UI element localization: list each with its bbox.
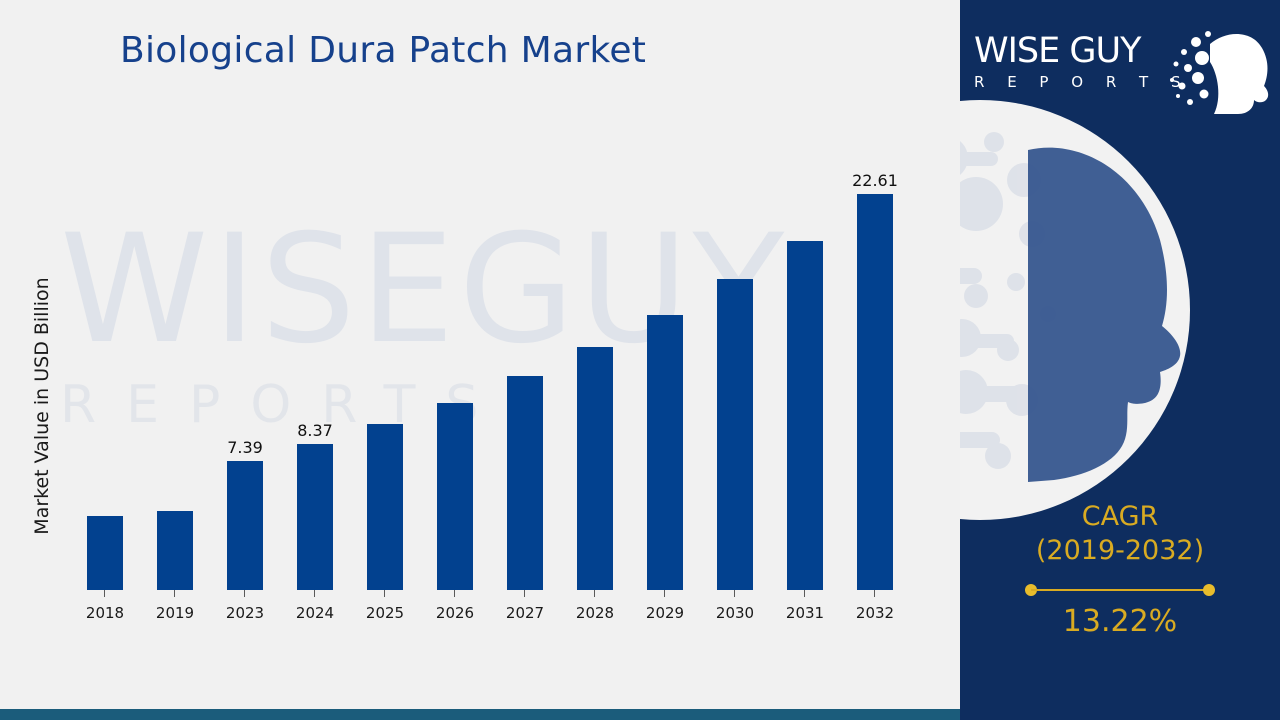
x-axis-tick bbox=[384, 590, 385, 597]
head-profile-icon bbox=[1170, 31, 1269, 114]
cagr-value: 13.22% bbox=[1062, 603, 1178, 639]
bar-value-label-2024: 8.37 bbox=[297, 421, 333, 440]
x-axis-label-2028: 2028 bbox=[575, 604, 615, 622]
x-axis-label-2027: 2027 bbox=[505, 604, 545, 622]
molecule-dots-graphic bbox=[960, 132, 1056, 469]
x-axis-tick bbox=[454, 590, 455, 597]
bar-group: 22.61 2032 bbox=[840, 170, 910, 622]
cagr-title: CAGR bbox=[1081, 501, 1159, 532]
brand-logo: WISE GUY R E P O R T S bbox=[974, 31, 1269, 124]
bottom-accent-strip bbox=[0, 709, 962, 720]
page-title: Biological Dura Patch Market bbox=[120, 30, 647, 71]
x-axis-tick bbox=[104, 590, 105, 597]
bar-2030[interactable] bbox=[717, 279, 753, 590]
x-axis-tick bbox=[874, 590, 875, 597]
cagr-range: (2019-2032) bbox=[1035, 534, 1205, 566]
bar-group: 2027 bbox=[490, 170, 560, 622]
logo-wordmark: WISE GUY bbox=[974, 31, 1142, 71]
x-axis-label-2023: 2023 bbox=[225, 604, 265, 622]
x-axis-tick bbox=[734, 590, 735, 597]
bar-group: 2025 bbox=[350, 170, 420, 622]
x-axis-tick bbox=[174, 590, 175, 597]
x-axis-label-2030: 2030 bbox=[715, 604, 755, 622]
brand-panel: WISE GUY R E P O R T S CAGR (2019-2032) bbox=[960, 0, 1280, 720]
x-axis-tick bbox=[594, 590, 595, 597]
bar-2029[interactable] bbox=[647, 315, 683, 590]
bar-2026[interactable] bbox=[437, 403, 473, 590]
bar-2028[interactable] bbox=[577, 347, 613, 590]
bar-group: 2029 bbox=[630, 170, 700, 622]
x-axis-label-2024: 2024 bbox=[295, 604, 335, 622]
bar-group: 2019 bbox=[140, 170, 210, 622]
bar-value-label-2023: 7.39 bbox=[227, 438, 263, 457]
x-axis-tick bbox=[314, 590, 315, 597]
x-axis-tick bbox=[524, 590, 525, 597]
x-axis-label-2032: 2032 bbox=[855, 604, 895, 622]
bar-2023[interactable] bbox=[227, 461, 263, 590]
bar-value-label-2032: 22.61 bbox=[852, 171, 898, 190]
x-axis-tick bbox=[804, 590, 805, 597]
divider-line bbox=[1031, 588, 1209, 591]
y-axis-label: Market Value in USD Billion bbox=[31, 277, 53, 535]
bar-2019[interactable] bbox=[157, 511, 193, 590]
bar-group: 2031 bbox=[770, 170, 840, 622]
chart-panel: WISEGUY REPORTS Biological Dura Patch Ma… bbox=[0, 30, 962, 720]
bar-2027[interactable] bbox=[507, 376, 543, 590]
x-axis-tick bbox=[664, 590, 665, 597]
bar-group: 2028 bbox=[560, 170, 630, 622]
x-axis-label-2025: 2025 bbox=[365, 604, 405, 622]
x-axis-label-2031: 2031 bbox=[785, 604, 825, 622]
bar-group: 8.37 2024 bbox=[280, 170, 350, 622]
x-axis-label-2026: 2026 bbox=[435, 604, 475, 622]
x-axis-tick bbox=[244, 590, 245, 597]
bar-2024[interactable] bbox=[297, 444, 333, 590]
bar-group: 2030 bbox=[700, 170, 770, 622]
bar-2032[interactable] bbox=[857, 194, 893, 590]
bar-2025[interactable] bbox=[367, 424, 403, 590]
bar-group: 2026 bbox=[420, 170, 490, 622]
bar-chart-plot: 2018 2019 7.39 2023 8.37 2024 2025 2026 2027 2028… bbox=[70, 170, 920, 622]
cagr-divider bbox=[1025, 583, 1215, 596]
bar-group: 2018 bbox=[70, 170, 140, 622]
bar-2031[interactable] bbox=[787, 241, 823, 590]
divider-dot-right bbox=[1203, 583, 1215, 596]
cagr-block: CAGR (2019-2032) 13.22% bbox=[960, 500, 1280, 639]
face-profile-silhouette-icon bbox=[1028, 147, 1181, 482]
x-axis-label-2029: 2029 bbox=[645, 604, 685, 622]
bar-group: 7.39 2023 bbox=[210, 170, 280, 622]
x-axis-label-2018: 2018 bbox=[85, 604, 125, 622]
bar-2018[interactable] bbox=[87, 516, 123, 590]
x-axis-label-2019: 2019 bbox=[155, 604, 195, 622]
logo-subtitle: R E P O R T S bbox=[974, 73, 1190, 91]
